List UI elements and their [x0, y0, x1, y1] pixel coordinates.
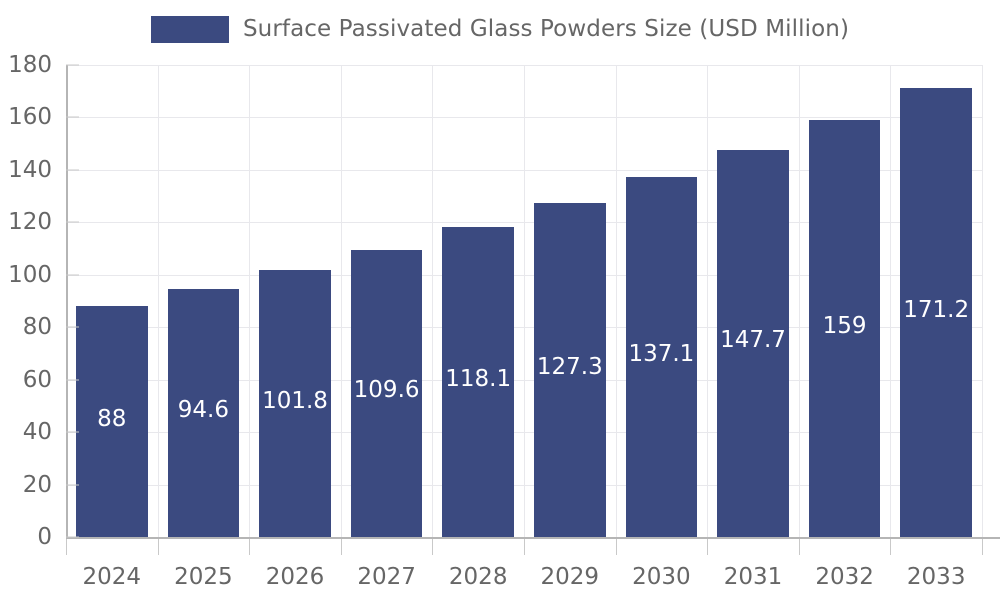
- bar[interactable]: [350, 249, 423, 537]
- gridline-vertical: [524, 65, 525, 537]
- chart-legend: Surface Passivated Glass Powders Size (U…: [0, 0, 1000, 58]
- x-axis-tick-label: 2030: [632, 564, 691, 590]
- gridline-vertical: [341, 65, 342, 537]
- legend-item-label: Surface Passivated Glass Powders Size (U…: [242, 16, 850, 42]
- y-axis-tick-mark: [66, 64, 79, 66]
- bar-value-label: 94.6: [177, 396, 229, 423]
- x-axis-tick-label: 2025: [174, 564, 233, 590]
- bar[interactable]: [442, 227, 514, 537]
- legend-color-swatch: [150, 15, 229, 43]
- x-axis-tick-label: 2026: [265, 564, 325, 590]
- gridline-vertical: [158, 65, 159, 537]
- y-axis-tick-label: 40: [22, 419, 52, 446]
- x-axis-tick-mark: [341, 539, 342, 555]
- x-axis-tick-mark: [432, 539, 433, 555]
- bar-value-label: 88: [97, 405, 127, 432]
- y-axis-tick-mark: [66, 431, 79, 433]
- bar-value-label: 171.2: [903, 296, 970, 323]
- y-axis-tick-label: 180: [8, 52, 52, 78]
- bar[interactable]: [717, 149, 789, 537]
- x-axis-tick-label: 2027: [357, 564, 416, 590]
- gridline-vertical: [432, 65, 433, 537]
- bar-value-label: 118.1: [445, 366, 512, 393]
- y-axis-tick-mark: [66, 484, 79, 486]
- gridline-vertical: [616, 65, 617, 537]
- y-axis-tick-mark: [66, 274, 79, 276]
- bar[interactable]: [534, 203, 606, 537]
- y-axis-tick-label: 140: [8, 156, 52, 183]
- x-axis-tick-mark: [158, 539, 159, 555]
- x-axis-line: [66, 537, 1000, 539]
- y-axis-tick-label: 0: [37, 524, 52, 550]
- bar-value-label: 101.8: [262, 387, 328, 414]
- x-axis-tick-label: 2033: [906, 564, 966, 590]
- x-axis-tick-mark: [66, 539, 67, 555]
- y-axis-tick-label: 120: [8, 209, 52, 236]
- x-axis-tick-mark: [982, 539, 983, 555]
- x-axis-tick-mark: [524, 539, 525, 555]
- gridline-vertical: [890, 65, 891, 537]
- bar[interactable]: [808, 120, 881, 537]
- bar[interactable]: [900, 88, 972, 537]
- x-axis-tick-mark: [249, 539, 250, 555]
- y-axis-tick-mark: [66, 116, 79, 118]
- x-axis-tick-label: 2029: [540, 564, 600, 590]
- y-axis-tick-label: 80: [22, 314, 52, 341]
- plot-area: 88 94.6 101.8 109.6 118.1 127.3 137.1 147.7 159 1…: [66, 65, 983, 538]
- bar-value-label: 109.6: [353, 377, 420, 404]
- x-axis-tick-mark: [707, 539, 708, 555]
- legend-item[interactable]: Surface Passivated Glass Powders Size (U…: [150, 15, 850, 43]
- bar[interactable]: [76, 306, 148, 537]
- gridline-vertical: [982, 65, 983, 537]
- gridline-vertical: [799, 65, 800, 537]
- y-axis-tick-mark: [66, 221, 79, 223]
- gridline-vertical: [707, 65, 708, 537]
- bar-value-label: 159: [822, 312, 867, 339]
- x-axis-tick-label: 2028: [448, 564, 508, 590]
- x-axis-tick-mark: [799, 539, 800, 555]
- bar[interactable]: [259, 270, 331, 537]
- y-axis-line: [66, 65, 68, 538]
- y-axis-tick-label: 160: [8, 104, 52, 131]
- x-axis-tick-mark: [890, 539, 891, 555]
- gridline-vertical: [249, 65, 250, 537]
- y-axis-tick-mark: [66, 169, 79, 171]
- x-axis-tick-mark: [616, 539, 617, 555]
- bar[interactable]: [167, 288, 240, 537]
- y-axis-tick-label: 60: [22, 366, 52, 393]
- bar-value-label: 147.7: [720, 327, 786, 354]
- bar-value-label: 137.1: [628, 341, 695, 368]
- y-axis-tick-mark: [66, 326, 79, 328]
- y-axis-tick-mark: [66, 536, 79, 538]
- bar-value-label: 127.3: [536, 354, 603, 381]
- bar[interactable]: [625, 177, 698, 537]
- x-axis-tick-label: 2031: [723, 564, 783, 590]
- y-axis-tick-label: 20: [22, 471, 52, 498]
- x-axis-tick-label: 2032: [815, 564, 874, 590]
- x-axis-tick-label: 2024: [82, 564, 142, 590]
- y-axis-tick-mark: [66, 379, 79, 381]
- y-axis-tick-label: 100: [8, 261, 52, 288]
